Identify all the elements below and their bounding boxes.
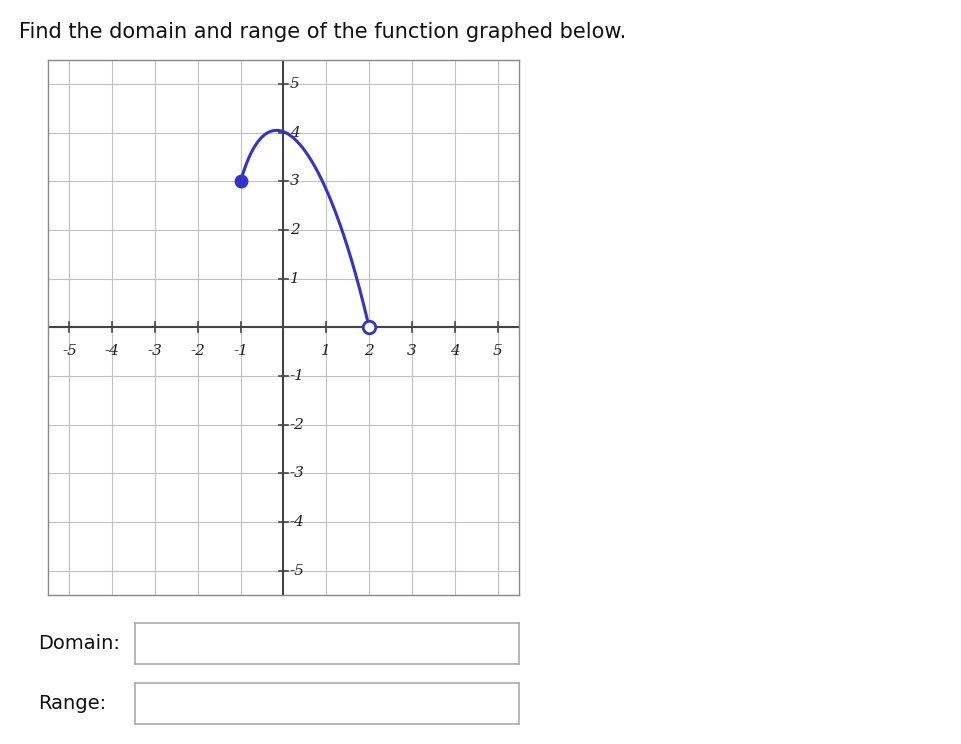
Text: Domain:: Domain: <box>38 634 120 653</box>
Text: -1: -1 <box>290 369 305 383</box>
Text: -2: -2 <box>190 344 206 359</box>
Text: 4: 4 <box>450 344 459 359</box>
Text: -2: -2 <box>290 418 305 432</box>
Text: Range:: Range: <box>38 693 107 713</box>
Text: -5: -5 <box>62 344 77 359</box>
Text: -1: -1 <box>234 344 248 359</box>
Text: -5: -5 <box>290 564 305 578</box>
Text: 5: 5 <box>493 344 503 359</box>
Text: 1: 1 <box>290 272 300 286</box>
Text: 3: 3 <box>290 174 300 188</box>
Text: 5: 5 <box>290 77 300 91</box>
Text: 4: 4 <box>290 126 300 140</box>
Text: -3: -3 <box>148 344 162 359</box>
Text: 1: 1 <box>321 344 332 359</box>
Text: -4: -4 <box>105 344 120 359</box>
Text: 2: 2 <box>364 344 374 359</box>
Text: Find the domain and range of the function graphed below.: Find the domain and range of the functio… <box>19 22 627 42</box>
Text: -4: -4 <box>290 515 305 529</box>
Text: -3: -3 <box>290 466 305 481</box>
Text: 2: 2 <box>290 223 300 237</box>
Text: 3: 3 <box>407 344 417 359</box>
